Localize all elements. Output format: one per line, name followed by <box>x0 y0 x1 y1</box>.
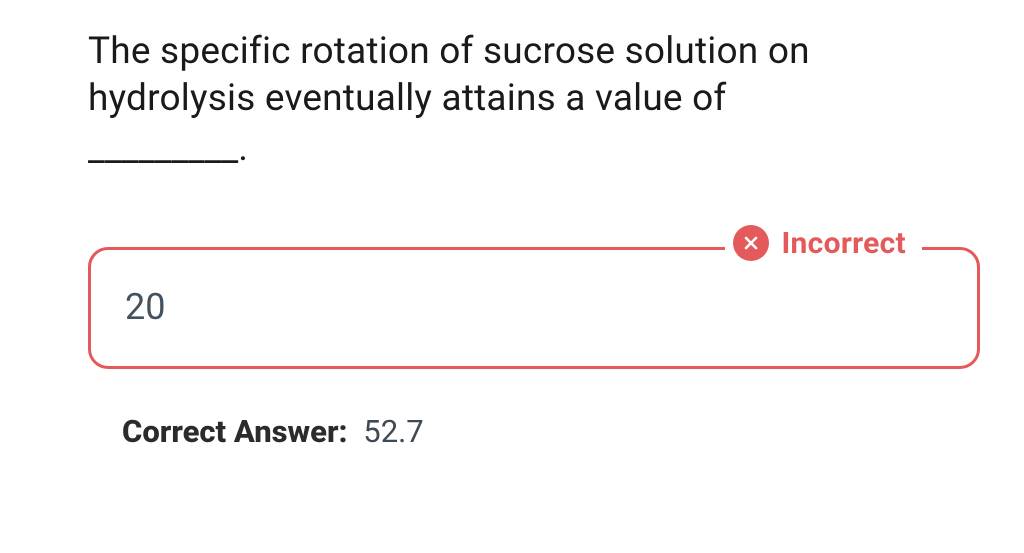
question-text: The specific rotation of sucrose solutio… <box>88 28 984 123</box>
correct-answer-value: 52.7 <box>363 413 423 450</box>
question-line-1: The specific rotation of sucrose solutio… <box>88 30 810 73</box>
correct-answer-label: Correct Answer: <box>122 413 348 450</box>
user-answer-value: 20 <box>125 286 165 328</box>
cross-icon-svg <box>743 235 759 251</box>
correct-answer-row: Correct Answer: 52.7 <box>88 413 984 450</box>
question-line-2: hydrolysis eventually attains a value of <box>88 77 727 120</box>
user-answer-box: 20 <box>88 247 980 369</box>
status-label: Incorrect <box>781 226 906 261</box>
status-chip: Incorrect <box>725 225 922 261</box>
answer-box-wrap: 20 Incorrect <box>88 247 980 369</box>
question-blank: _________. <box>88 127 984 171</box>
quiz-feedback-card: The specific rotation of sucrose solutio… <box>0 0 1024 553</box>
cross-icon <box>733 225 769 261</box>
